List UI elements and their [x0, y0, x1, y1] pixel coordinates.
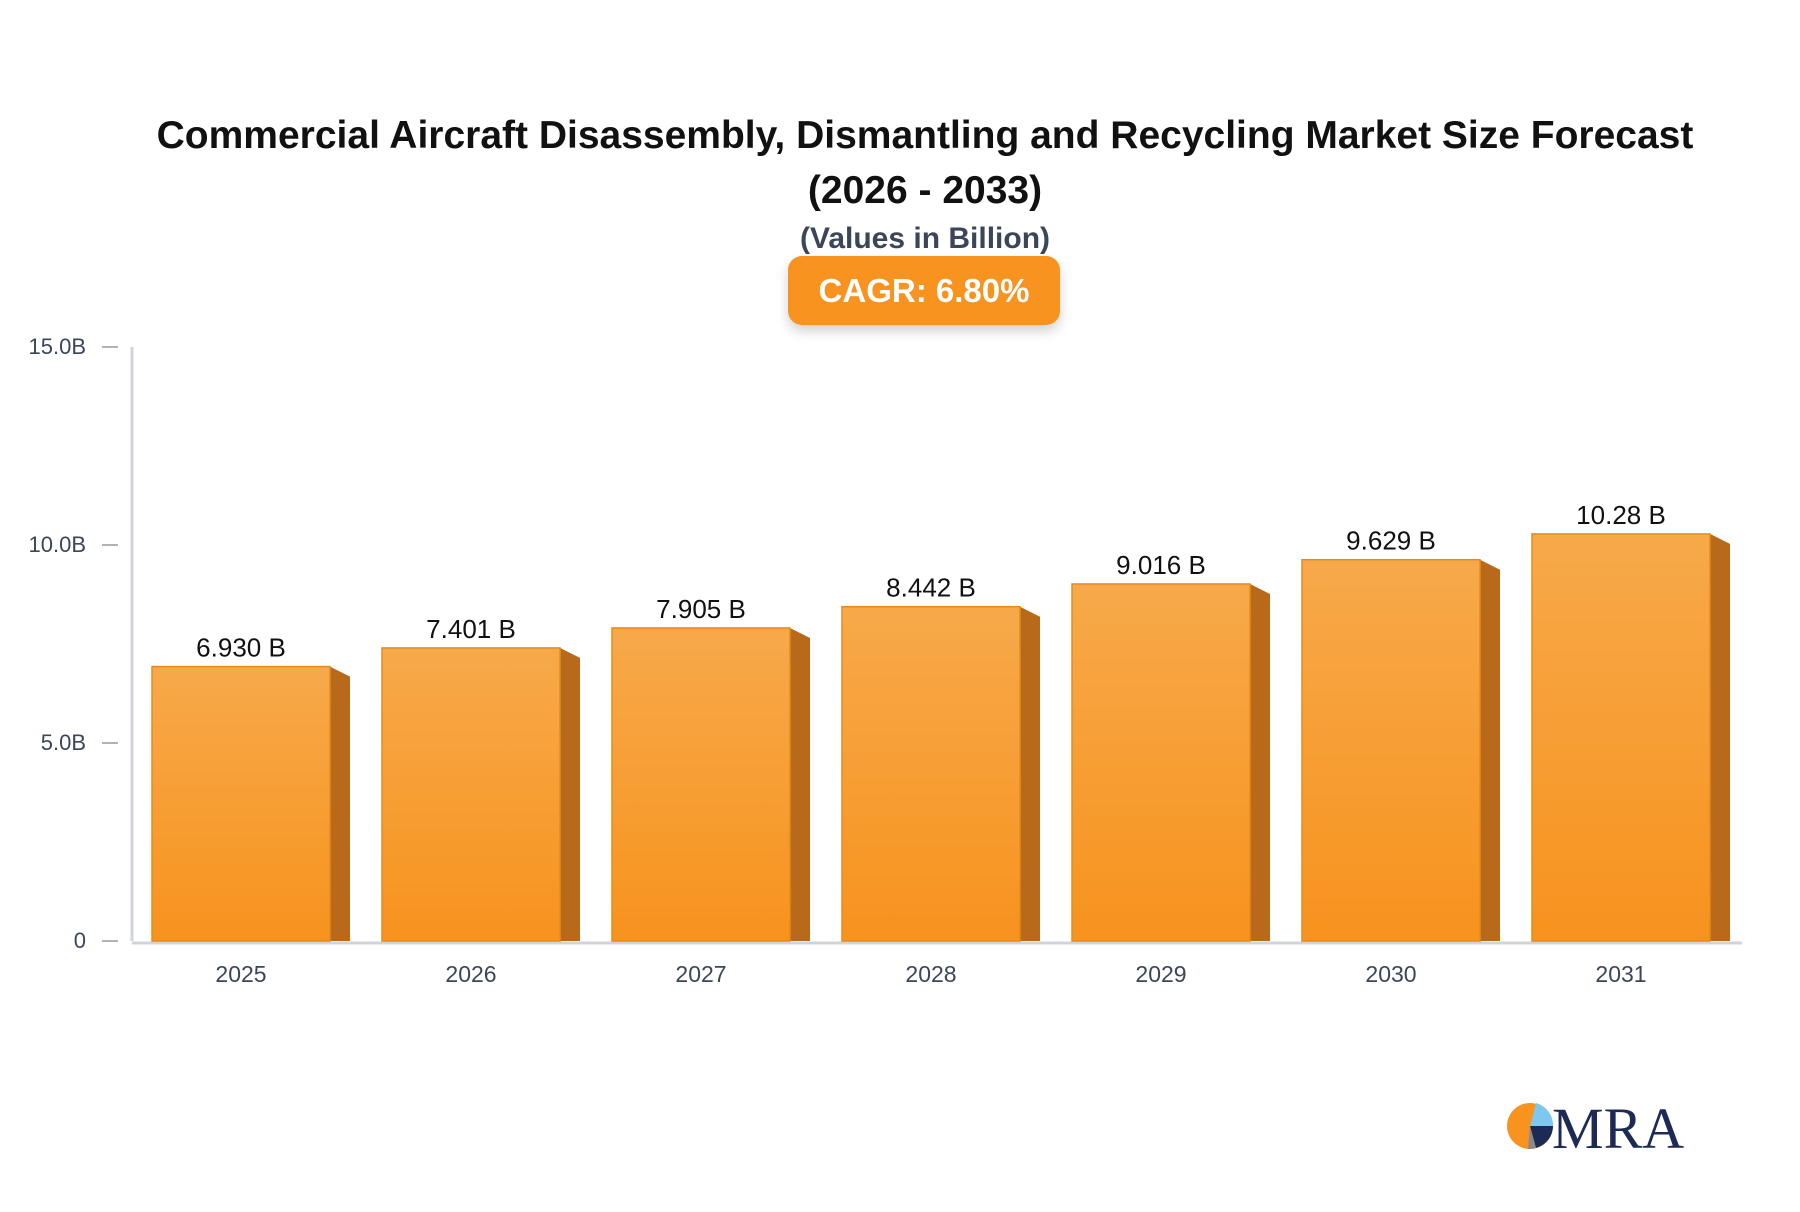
chart-subtitle: (Values in Billion) — [799, 222, 1051, 255]
bar — [1301, 558, 1481, 942]
data-label: 8.442 B — [886, 573, 976, 603]
bar-side — [560, 647, 580, 941]
y-tick-label: 0 — [74, 928, 86, 953]
x-tick-label: 2025 — [215, 961, 266, 987]
x-tick-label: 2031 — [1595, 961, 1646, 987]
data-label: 9.629 B — [1346, 526, 1436, 556]
bar-side — [790, 627, 810, 941]
bar — [1531, 533, 1711, 942]
x-tick-label: 2030 — [1365, 961, 1416, 987]
bar — [611, 627, 791, 942]
bar — [1071, 583, 1251, 942]
x-tick-label: 2027 — [675, 961, 726, 987]
svg-text:MRA: MRA — [1552, 1096, 1684, 1156]
bar-side — [1480, 559, 1500, 941]
bar-side — [330, 666, 350, 941]
x-tick-label: 2026 — [445, 961, 496, 987]
bar-side — [1710, 533, 1730, 941]
bar-side — [1020, 606, 1040, 941]
bar — [151, 665, 331, 942]
data-label: 6.930 B — [196, 633, 286, 663]
bar — [841, 605, 1021, 942]
data-label: 10.28 B — [1576, 500, 1666, 530]
data-label: 9.016 B — [1116, 550, 1206, 580]
cagr-badge: CAGR: 6.80% — [788, 256, 1060, 325]
y-tick-label: 5.0B — [41, 730, 86, 755]
bar — [381, 647, 561, 942]
chart-title: Commercial Aircraft Disassembly, Dismant… — [156, 114, 1694, 212]
bar-side — [1250, 583, 1270, 941]
mra-logo: MRA — [1506, 1096, 1706, 1161]
data-label: 7.905 B — [656, 594, 746, 624]
x-tick-label: 2028 — [905, 961, 956, 987]
data-label: 7.401 B — [426, 614, 516, 644]
x-tick-label: 2029 — [1135, 961, 1186, 987]
y-tick-label: 15.0B — [29, 334, 87, 359]
y-tick-label: 10.0B — [29, 532, 87, 557]
